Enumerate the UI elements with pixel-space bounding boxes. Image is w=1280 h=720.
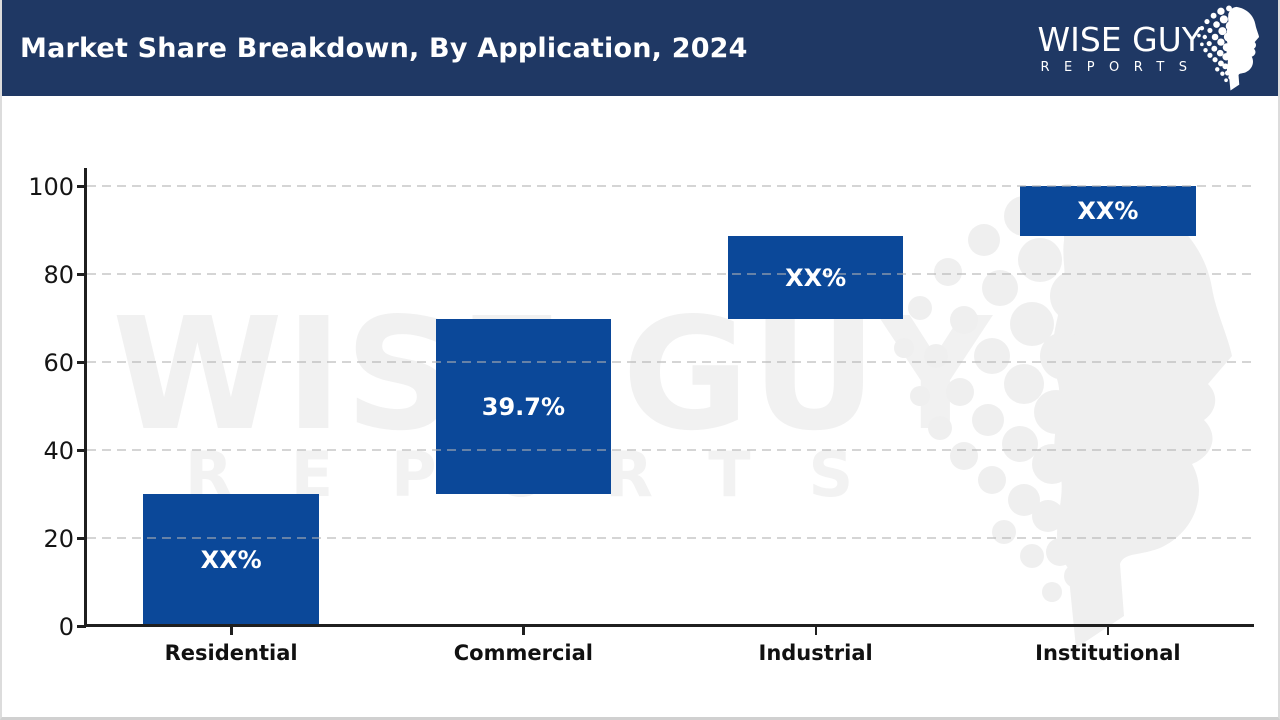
y-tick-label: 0 [58, 613, 74, 641]
bar-residential [143, 494, 319, 626]
bar-commercial [435, 319, 612, 494]
brand-logo: WISE GUY REPORTS [1037, 4, 1280, 92]
bar-value-label: 39.7% [481, 392, 566, 421]
bar-value-label: XX% [200, 546, 262, 574]
category-label: Industrial [758, 641, 873, 665]
category-label: Commercial [453, 641, 593, 665]
bar-value-label: XX% [1077, 197, 1139, 226]
bars-layer [0, 96, 1280, 720]
dotted-face-profile-icon [1197, 5, 1260, 91]
gridline [87, 273, 1254, 275]
y-tick-label: 40 [43, 437, 74, 465]
x-axis-tick [1106, 627, 1110, 635]
page-title: Market Share Breakdown, By Application, … [20, 32, 748, 64]
brand-subtext: REPORTS [1040, 59, 1202, 75]
x-axis-tick [522, 627, 525, 635]
category-label: Institutional [1035, 641, 1181, 665]
y-tick-label: 20 [43, 525, 74, 553]
bar-value-label: XX% [785, 263, 847, 292]
y-axis-tick [77, 449, 86, 452]
brand-logo-text: WISE GUY REPORTS [1037, 23, 1202, 74]
y-axis-tick [77, 537, 86, 540]
y-axis-tick [77, 625, 86, 628]
y-axis-line [84, 168, 87, 627]
header: Market Share Breakdown, By Application, … [0, 0, 1280, 96]
bar-institutional [1020, 186, 1196, 237]
y-axis-tick [77, 185, 86, 188]
gridline [87, 537, 1254, 539]
x-axis-tick [230, 627, 233, 635]
x-axis-tick [814, 627, 818, 635]
gridline [87, 185, 1254, 187]
brand-wordmark: WISE GUY [1037, 19, 1202, 59]
category-label: Residential [164, 641, 298, 665]
bar-labels-layer: XX% 39.7% XX% XX% [0, 96, 1280, 720]
axes-layer: 0 20 40 60 80 100 Residential Commercial Industr… [0, 96, 1280, 720]
y-tick-label: 60 [43, 349, 74, 377]
gridline [87, 449, 1254, 451]
gridline [87, 361, 1254, 363]
waterfall-chart: WISE GUY REPORTS XX%39.7%XX%XX% 02040608… [0, 96, 1280, 720]
y-axis-tick [77, 273, 86, 276]
y-tick-label: 100 [28, 173, 74, 201]
x-axis-line [84, 624, 1254, 627]
bar-industrial [727, 236, 904, 320]
y-axis-tick [77, 361, 86, 364]
gridlines-layer [0, 96, 1280, 720]
y-tick-label: 80 [43, 261, 74, 289]
